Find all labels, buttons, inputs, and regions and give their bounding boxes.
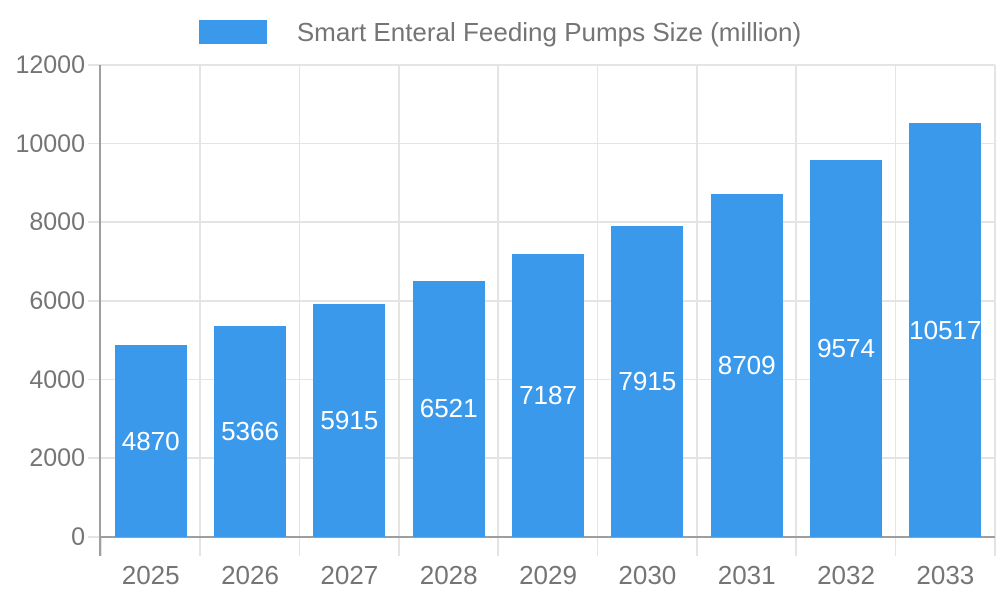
x-axis-label: 2027 <box>320 560 379 590</box>
y-axis-label: 8000 <box>29 208 85 237</box>
bar: 10517 <box>909 123 981 537</box>
y-axis-label: 12000 <box>15 51 85 79</box>
x-axis-tick <box>894 537 897 556</box>
x-axis-label: 2029 <box>519 560 577 590</box>
bar: 5915 <box>313 304 386 537</box>
y-axis-line <box>99 65 101 556</box>
x-axis-tick <box>795 537 797 556</box>
v-gridline <box>199 65 201 537</box>
x-axis-label: 2028 <box>419 560 478 590</box>
legend-label: Smart Enteral Feeding Pumps Size (millio… <box>296 16 802 47</box>
y-axis-tick <box>88 300 101 302</box>
bar-value-label: 7187 <box>519 380 577 411</box>
y-axis-tick <box>88 64 101 66</box>
y-axis-tick <box>88 536 101 538</box>
v-gridline <box>596 65 599 537</box>
y-axis-tick <box>88 221 101 223</box>
y-axis-tick <box>88 457 101 459</box>
bar-value-label: 10517 <box>909 314 982 345</box>
y-axis-label: 6000 <box>29 287 85 315</box>
v-gridline <box>696 65 698 537</box>
bar-value-label: 7915 <box>618 365 677 396</box>
bar: 4870 <box>114 345 187 537</box>
v-gridline <box>994 65 996 537</box>
x-axis-tick <box>994 537 996 556</box>
y-axis-tick <box>88 378 101 381</box>
bar: 6521 <box>412 280 485 537</box>
y-axis-label: 10000 <box>15 129 85 158</box>
bar-value-label: 5915 <box>320 405 379 436</box>
x-axis-label: 2030 <box>618 560 677 590</box>
v-gridline <box>497 65 499 537</box>
bar: 8709 <box>710 194 783 537</box>
bar: 7187 <box>512 254 584 537</box>
x-axis-tick <box>398 537 400 556</box>
x-axis-tick <box>497 537 499 556</box>
x-axis-tick <box>199 537 201 556</box>
y-axis-label: 2000 <box>29 444 85 473</box>
x-axis-tick <box>696 537 698 556</box>
x-axis-label: 2032 <box>817 560 875 590</box>
x-axis-label: 2025 <box>121 560 180 590</box>
bar-value-label: 9574 <box>817 333 875 364</box>
bar: 5366 <box>214 325 286 537</box>
y-axis-label: 0 <box>71 523 85 551</box>
x-axis-tick <box>596 537 599 556</box>
v-gridline <box>398 65 400 537</box>
bar-value-label: 5366 <box>221 415 279 446</box>
h-gridline <box>101 221 995 223</box>
y-axis-tick <box>88 142 101 145</box>
legend-swatch <box>198 20 267 44</box>
x-axis-label: 2031 <box>717 560 776 590</box>
bar-value-label: 6521 <box>419 393 478 424</box>
y-axis-label: 4000 <box>29 365 85 394</box>
legend: Smart Enteral Feeding Pumps Size (millio… <box>0 14 1000 50</box>
bar: 7915 <box>611 225 684 537</box>
h-gridline <box>101 64 995 66</box>
x-axis-label: 2033 <box>916 560 975 590</box>
x-axis-label: 2026 <box>221 560 279 590</box>
x-axis-tick <box>298 537 301 556</box>
bar-value-label: 4870 <box>121 425 180 456</box>
x-axis-line <box>99 536 995 538</box>
bar: 9574 <box>810 160 882 537</box>
v-gridline <box>894 65 897 537</box>
v-gridline <box>298 65 301 537</box>
h-gridline <box>101 142 995 145</box>
v-gridline <box>795 65 797 537</box>
bar-value-label: 8709 <box>717 350 776 381</box>
